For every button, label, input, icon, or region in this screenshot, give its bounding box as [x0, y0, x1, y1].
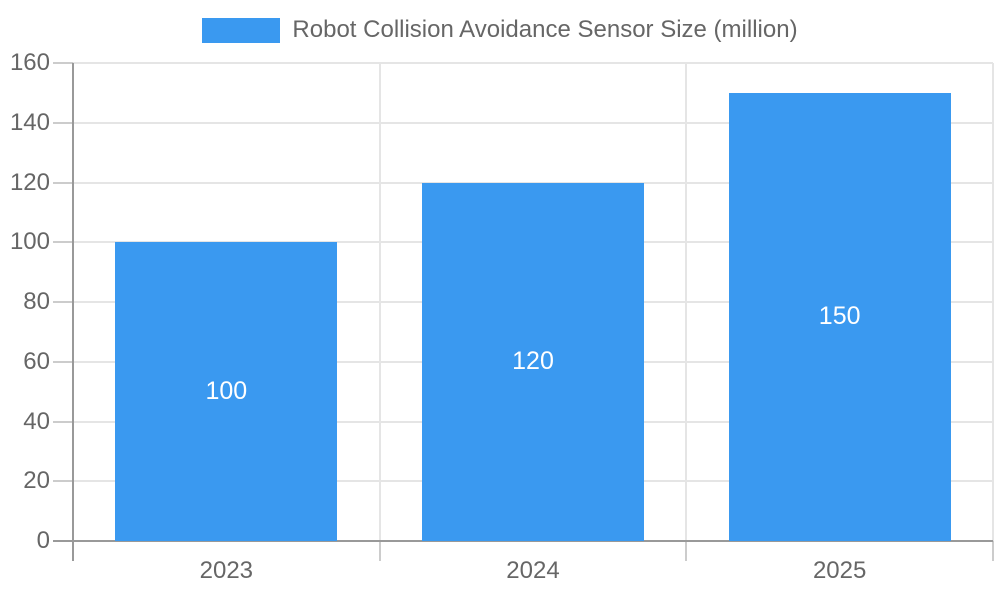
y-tick-label: 40 — [23, 407, 50, 435]
y-tick-label: 100 — [9, 228, 50, 256]
bar: 100 — [115, 242, 338, 541]
gridline-h — [73, 62, 993, 64]
x-tick-label: 2025 — [812, 557, 867, 584]
gridline-h — [73, 121, 993, 124]
y-tick-label: 160 — [9, 49, 50, 76]
y-tick-label: 20 — [23, 467, 50, 495]
y-tick-mark — [53, 181, 73, 184]
gridline-v — [992, 63, 994, 541]
y-tick-label: 120 — [9, 168, 50, 196]
y-tick-label: 80 — [23, 288, 50, 315]
bar-value-label: 100 — [205, 377, 248, 406]
y-tick-mark — [53, 360, 73, 363]
y-tick-mark — [53, 62, 73, 64]
legend-label: Robot Collision Avoidance Sensor Size (m… — [292, 16, 798, 43]
x-tick-mark — [378, 541, 381, 561]
y-tick-label: 0 — [36, 527, 50, 554]
y-tick-label: 60 — [23, 347, 50, 375]
legend-swatch-icon — [202, 17, 281, 43]
legend-item[interactable]: Robot Collision Avoidance Sensor Size (m… — [0, 16, 1000, 44]
y-tick-mark — [53, 301, 73, 303]
bar-value-label: 120 — [512, 347, 554, 376]
x-tick-label: 2024 — [506, 557, 560, 584]
bar: 120 — [422, 182, 644, 541]
y-tick-mark — [53, 480, 73, 483]
y-tick-mark — [53, 420, 73, 423]
x-axis-line — [53, 540, 993, 542]
y-tick-label: 140 — [9, 108, 50, 136]
gridline-v — [685, 63, 688, 541]
x-tick-label: 2023 — [199, 557, 254, 584]
y-tick-mark — [53, 121, 73, 124]
x-tick-mark — [992, 541, 994, 561]
x-tick-mark — [685, 541, 688, 561]
bar: 150 — [728, 92, 951, 541]
y-axis-line — [72, 63, 74, 561]
bar-value-label: 150 — [818, 302, 861, 331]
gridline-v — [378, 63, 381, 541]
y-tick-mark — [53, 241, 73, 244]
